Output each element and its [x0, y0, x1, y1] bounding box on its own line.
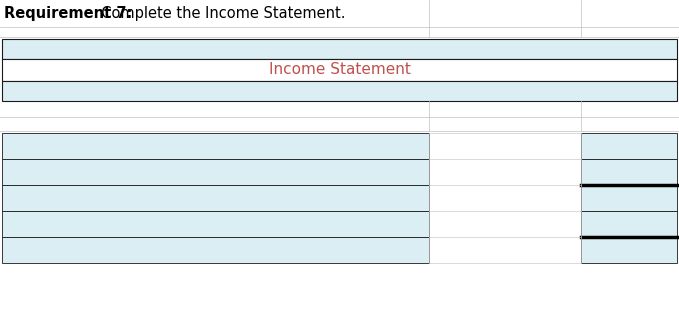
Bar [2, 39, 677, 59]
Bar [2, 211, 429, 237]
Bar [581, 159, 677, 185]
Text: Income Statement: Income Statement [269, 63, 410, 78]
Bar [581, 211, 677, 237]
Text: Requirement 7:: Requirement 7: [4, 6, 132, 21]
Bar [2, 81, 677, 101]
Bar [2, 59, 677, 81]
Bar [2, 237, 429, 263]
Bar [2, 159, 429, 185]
Bar [2, 133, 429, 159]
Text: Complete the Income Statement.: Complete the Income Statement. [92, 6, 346, 21]
Bar [2, 185, 429, 211]
Bar [581, 237, 677, 263]
Bar [581, 185, 677, 211]
Bar [581, 133, 677, 159]
